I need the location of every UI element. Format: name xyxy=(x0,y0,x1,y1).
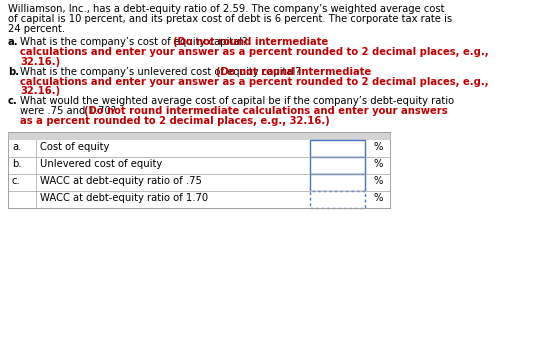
Text: %: % xyxy=(374,159,383,168)
Text: calculations and enter your answer as a percent rounded to 2 decimal places, e.g: calculations and enter your answer as a … xyxy=(20,76,489,87)
Text: Williamson, Inc., has a debt-equity ratio of 2.59. The company’s weighted averag: Williamson, Inc., has a debt-equity rati… xyxy=(8,4,444,14)
Bar xyxy=(310,191,365,208)
Text: of capital is 10 percent, and its pretax cost of debt is 6 percent. The corporat: of capital is 10 percent, and its pretax… xyxy=(8,14,452,24)
Text: a.: a. xyxy=(12,142,22,152)
Text: a.: a. xyxy=(8,37,18,48)
Text: 32.16.): 32.16.) xyxy=(20,57,60,67)
Bar xyxy=(8,132,390,140)
Text: 32.16.): 32.16.) xyxy=(20,86,60,96)
Text: Cost of equity: Cost of equity xyxy=(40,142,110,152)
Text: What is the company’s unlevered cost of equity capital?: What is the company’s unlevered cost of … xyxy=(20,67,303,77)
Bar xyxy=(310,174,365,191)
Bar xyxy=(8,191,390,208)
Text: %: % xyxy=(374,142,383,152)
Text: (Do not round intermediate calculations and enter your answers: (Do not round intermediate calculations … xyxy=(84,106,448,116)
Text: were .75 and 1.70?: were .75 and 1.70? xyxy=(20,106,119,116)
Text: %: % xyxy=(374,176,383,186)
Text: WACC at debt-equity ratio of .75: WACC at debt-equity ratio of .75 xyxy=(40,176,202,186)
Text: 24 percent.: 24 percent. xyxy=(8,24,65,34)
Text: c.: c. xyxy=(12,176,21,186)
Text: What is the company’s cost of equity capital?: What is the company’s cost of equity cap… xyxy=(20,37,251,48)
Text: %: % xyxy=(374,193,383,203)
Text: (Do not round intermediate: (Do not round intermediate xyxy=(216,67,372,77)
Bar xyxy=(8,140,390,157)
Text: (Do not round intermediate: (Do not round intermediate xyxy=(173,37,328,48)
Bar xyxy=(8,174,390,191)
Text: calculations and enter your answer as a percent rounded to 2 decimal places, e.g: calculations and enter your answer as a … xyxy=(20,47,489,57)
Text: b.: b. xyxy=(12,159,22,168)
Text: as a percent rounded to 2 decimal places, e.g., 32.16.): as a percent rounded to 2 decimal places… xyxy=(20,116,330,126)
Text: What would the weighted average cost of capital be if the company’s debt-equity : What would the weighted average cost of … xyxy=(20,96,454,106)
Text: c.: c. xyxy=(8,96,18,106)
Text: WACC at debt-equity ratio of 1.70: WACC at debt-equity ratio of 1.70 xyxy=(40,193,208,203)
Bar xyxy=(310,157,365,174)
Bar xyxy=(310,140,365,157)
Text: Unlevered cost of equity: Unlevered cost of equity xyxy=(40,159,162,168)
Bar xyxy=(8,157,390,174)
Text: b.: b. xyxy=(8,67,19,77)
